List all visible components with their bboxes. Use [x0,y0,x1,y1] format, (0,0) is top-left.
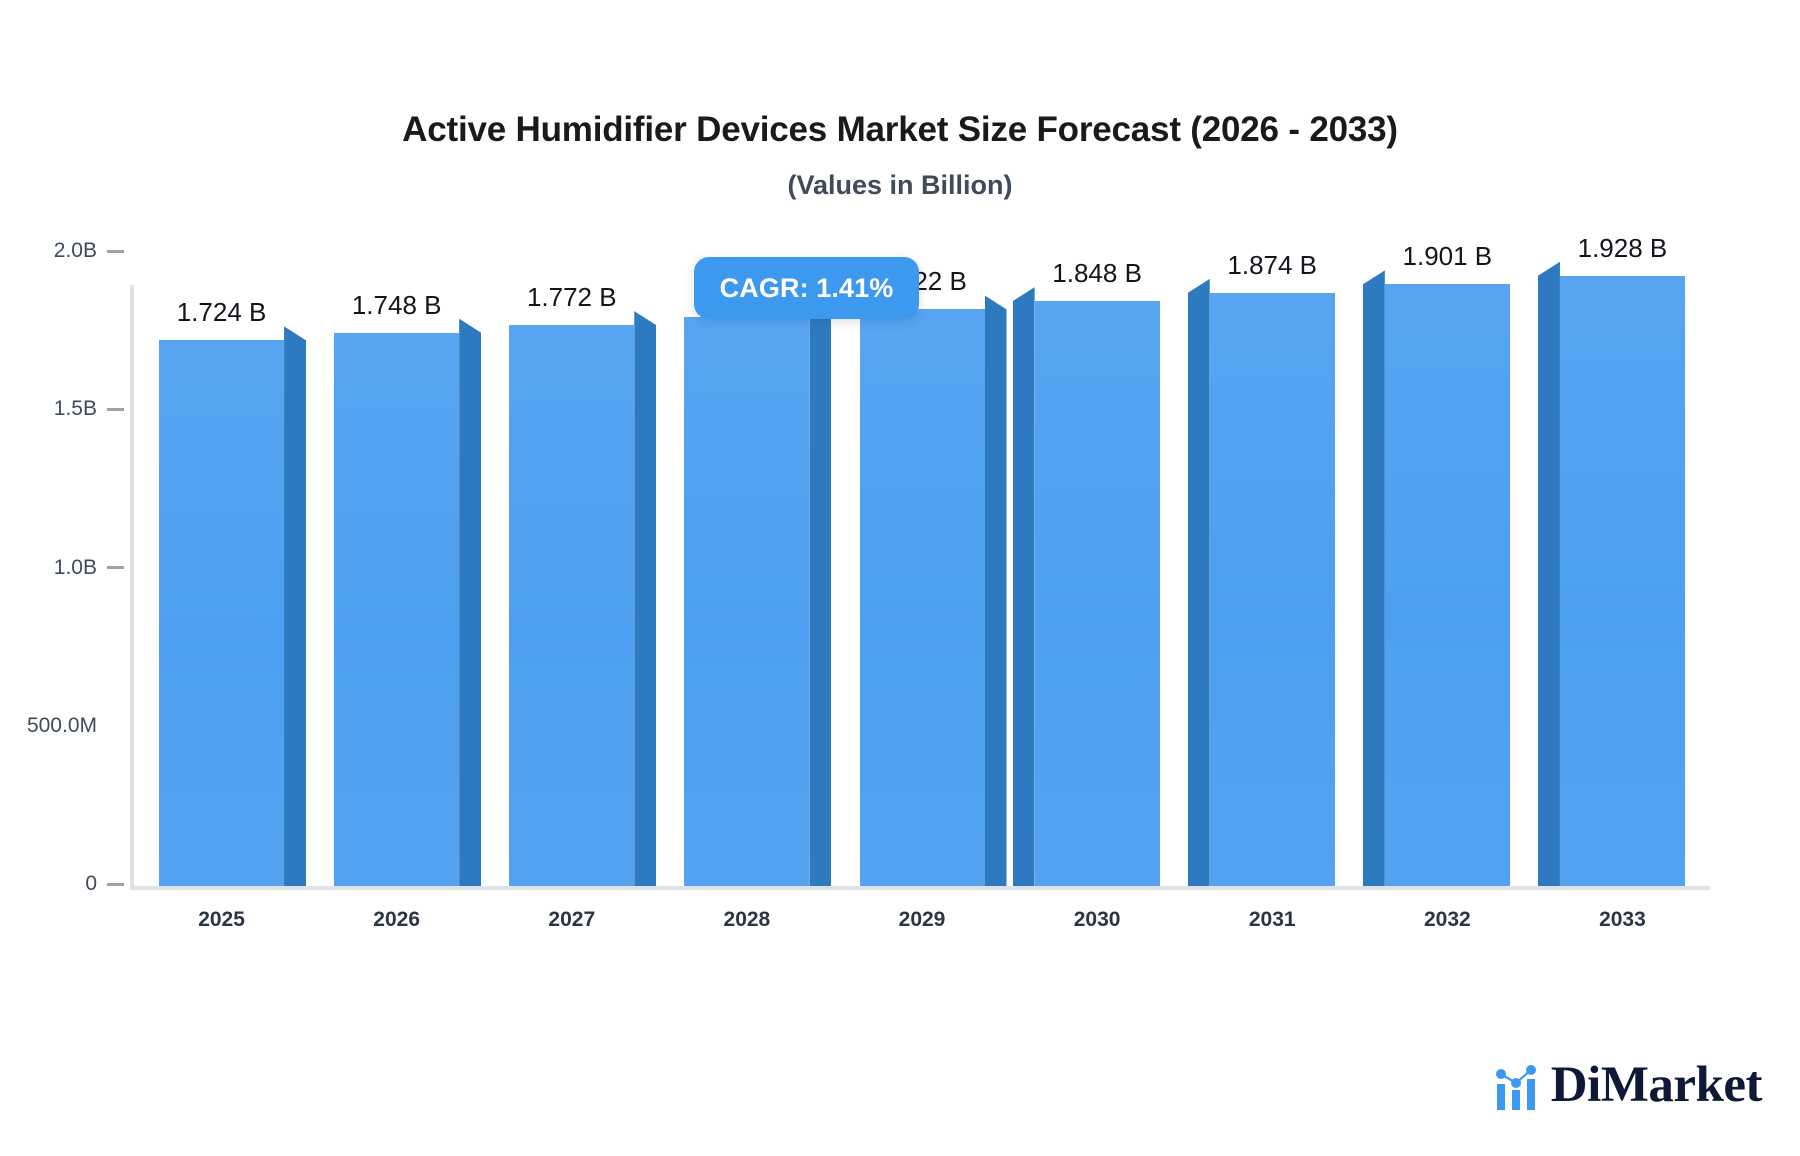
dimarket-logo: DiMarket [1494,1057,1763,1113]
bar-front-face [684,317,810,886]
x-axis-label: 2033 [1599,908,1646,931]
bar-front-face [509,325,635,886]
y-tick: 0 [85,872,124,896]
y-tick-label: 2.0B [53,239,97,262]
bar-value-label: 1.848 B [1052,258,1142,289]
bar-value-label: 1.928 B [1577,232,1668,263]
x-axis-label: 2032 [1423,908,1471,931]
bar-column[interactable] [334,318,482,886]
y-tick: 500.0M [27,714,124,738]
logo-wordmark: DiMarket [1550,1057,1763,1113]
chart-subtitle: (Values in Billion) [787,170,1013,200]
y-axis-tick-labels: 2.0B 1.5B 1.0B 500.0M 0 [0,0,124,1156]
x-axis-label: 2028 [723,908,771,931]
x-axis-label: 2031 [1248,908,1296,931]
bar-column[interactable] [684,303,832,886]
y-tick-mark [107,407,124,411]
logo-bar-chart-icon [1494,1063,1538,1111]
x-axis-label: 2025 [198,908,245,931]
bar-value-label: 1.748 B [351,289,442,320]
cagr-badge: CAGR: 1.41% [694,257,919,319]
bar-front-face [334,332,460,886]
bar-value-label: 1.724 B [176,297,267,328]
bar-side-face [1537,261,1560,886]
x-axis-label: 2029 [898,908,946,931]
bar-column[interactable] [1012,287,1160,886]
bar-side-face [284,326,307,886]
bar-side-face [984,295,1007,886]
bar-value-label: 1.874 B [1227,249,1318,280]
y-axis-line [130,285,134,886]
y-tick-mark [107,566,124,569]
bar-front-face [159,340,285,886]
x-axis-line [130,886,1710,890]
x-axis-label: 2027 [548,908,596,931]
y-tick-label: 1.5B [53,397,97,421]
y-tick-mark [107,249,124,253]
bar-front-face [1034,301,1160,886]
bar-side-face [459,318,482,886]
bar-side-face [809,303,832,886]
bar-front-face [1384,284,1510,886]
bar-column[interactable] [509,311,657,886]
bar-side-face [1012,287,1035,886]
bar-column[interactable] [159,326,307,886]
x-axis-label: 2030 [1073,908,1121,931]
bar-value-label: 1.901 B [1402,241,1493,272]
y-tick-label: 500.0M [26,713,97,737]
y-tick-label: 1.0B [53,555,97,579]
bar-value-label: 1.772 B [526,282,617,313]
chart-title: Active Humidifier Devices Market Size Fo… [402,110,1398,149]
y-tick: 2.0B [54,239,124,263]
bar-front-face [1209,292,1335,886]
y-tick: 1.0B [54,556,124,580]
bar-front-face [1559,275,1685,886]
bar-side-face [1362,270,1385,886]
y-tick: 1.5B [54,397,124,421]
bar-front-face [859,309,985,886]
bar-side-face [1187,278,1210,886]
x-axis-label: 2026 [373,908,421,931]
bar-column[interactable] [1537,261,1685,886]
bar-column[interactable] [859,295,1007,886]
bar-side-face [634,311,657,886]
y-tick-label: 0 [85,872,97,895]
bar-column[interactable] [1187,278,1335,886]
bar-column[interactable] [1362,270,1510,886]
y-tick-mark [107,882,124,886]
